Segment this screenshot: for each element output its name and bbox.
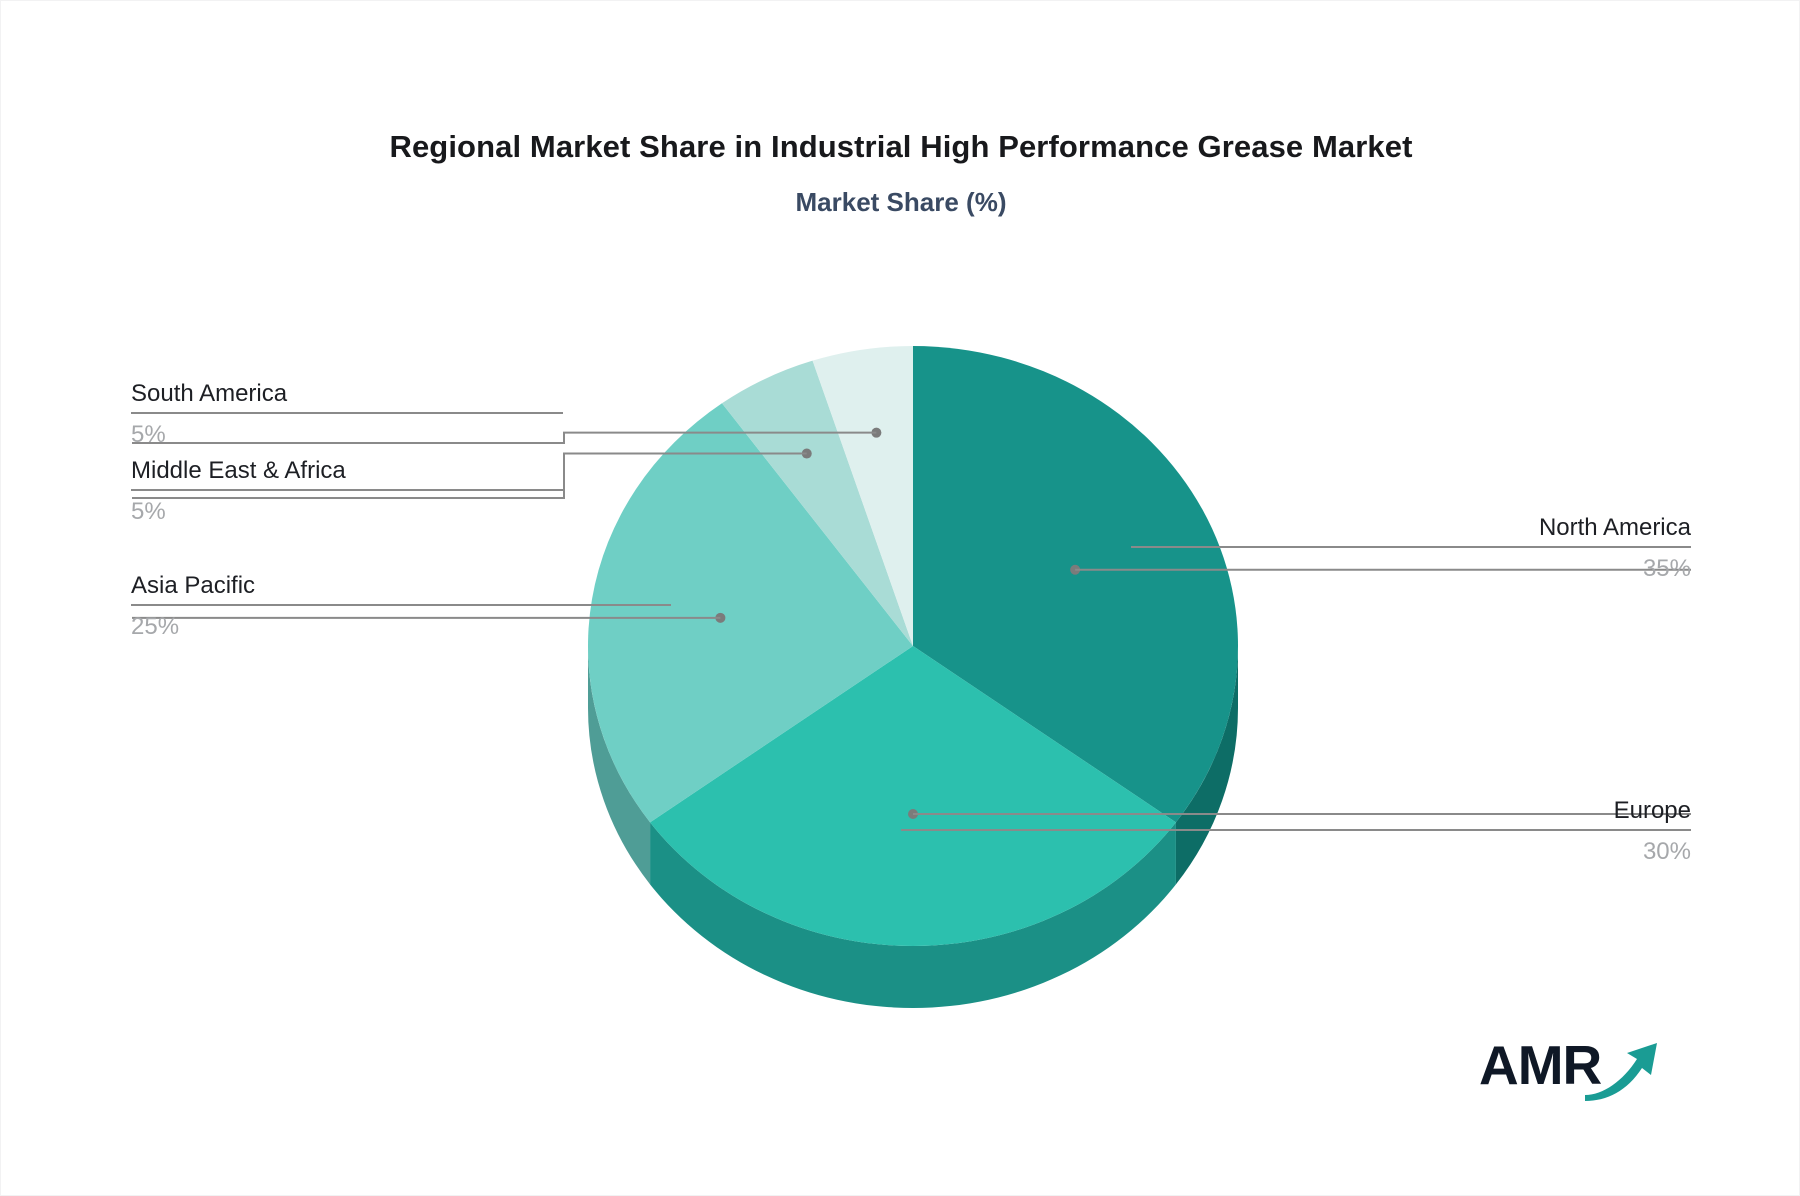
leader-line-middle-east-africa	[132, 452, 807, 499]
callout-asia-pacific[interactable]: Asia Pacific 25%	[131, 571, 671, 644]
callout-value-north-america: 35%	[1642, 555, 1691, 582]
callout-south-america[interactable]: South America 5%	[131, 379, 563, 452]
pie-slice-side-europe	[650, 822, 1176, 1008]
callout-value-asia-pacific: 25%	[131, 613, 180, 640]
callout-value-south-america: 5%	[131, 421, 166, 448]
callout-europe[interactable]: Europe 30%	[901, 796, 1691, 869]
callout-north-america[interactable]: North America 35%	[1131, 513, 1691, 586]
callout-rule	[901, 829, 1691, 831]
pie-slice-north-america[interactable]	[913, 346, 1238, 823]
leader-line-south-america	[132, 431, 877, 444]
pie-slice-europe[interactable]	[650, 646, 1176, 946]
pie-slice-asia-pacific[interactable]	[587, 403, 913, 823]
pie-slice-side-north-america	[1175, 646, 1238, 885]
leader-lines-group	[132, 427, 1691, 819]
callout-rule	[131, 412, 563, 414]
callout-label-south-america: South America	[131, 380, 288, 407]
callout-rule	[1131, 546, 1691, 548]
callout-value-europe: 30%	[1642, 838, 1691, 865]
pie-slice-south-america[interactable]	[812, 346, 913, 646]
callout-rule	[131, 604, 671, 606]
page-title: Regional Market Share in Industrial High…	[389, 129, 1413, 164]
callout-label-asia-pacific: Asia Pacific	[131, 572, 256, 599]
pie-3d-depth-group	[588, 646, 1238, 1008]
callout-label-middle-east-africa: Middle East & Africa	[131, 457, 346, 484]
callout-middle-east-africa[interactable]: Middle East & Africa 5%	[131, 456, 563, 529]
amr-logo-text: AMR	[1479, 1034, 1602, 1096]
callout-value-middle-east-africa: 5%	[131, 498, 166, 525]
pie-slice-side-asia-pacific	[588, 646, 651, 885]
chart-subtitle: Market Share (%)	[795, 187, 1007, 217]
callout-rule	[131, 489, 563, 491]
amr-logo: AMR	[1479, 1031, 1659, 1111]
callout-label-europe: Europe	[1613, 797, 1691, 824]
callout-label-north-america: North America	[1538, 514, 1691, 541]
growth-arrow-icon	[1585, 1043, 1657, 1101]
